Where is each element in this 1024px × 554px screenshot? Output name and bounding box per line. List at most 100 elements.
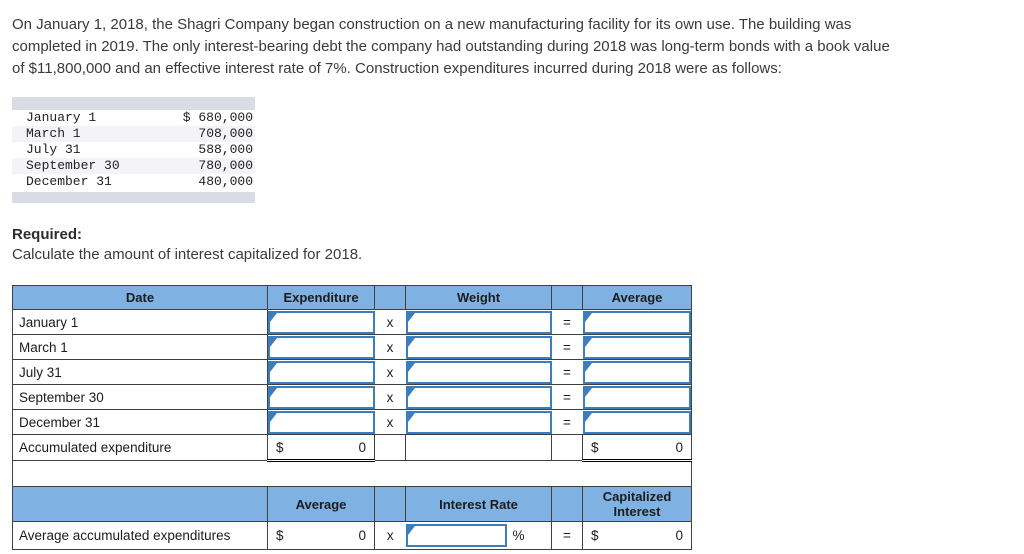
amount-value: 0 bbox=[675, 439, 683, 455]
row-label: March 1 bbox=[12, 334, 268, 360]
worksheet-second-header-row: Average Interest Rate Capitalized Intere… bbox=[12, 486, 692, 522]
blank-cell bbox=[405, 434, 552, 461]
schedule-date: December 31 bbox=[26, 174, 112, 189]
expenditure-input[interactable] bbox=[268, 335, 375, 359]
column-header-date: Date bbox=[12, 285, 268, 310]
multiply-symbol: x bbox=[374, 309, 406, 335]
worksheet-row-january-1: January 1 x = bbox=[12, 309, 692, 335]
schedule-date: September 30 bbox=[26, 158, 120, 173]
weight-input[interactable] bbox=[405, 360, 552, 384]
answer-marker-icon bbox=[584, 337, 592, 347]
row-label: July 31 bbox=[12, 359, 268, 385]
row-label: December 31 bbox=[12, 409, 268, 435]
average-input[interactable] bbox=[582, 335, 691, 359]
column-header-weight: Weight bbox=[405, 285, 552, 310]
currency-symbol: $ bbox=[276, 439, 284, 455]
answer-marker-icon bbox=[407, 387, 415, 397]
amount-value: 0 bbox=[358, 439, 366, 455]
multiply-symbol: x bbox=[374, 384, 406, 410]
equals-symbol: = bbox=[551, 521, 583, 550]
answer-marker-icon bbox=[584, 387, 592, 397]
expenditure-input[interactable] bbox=[268, 385, 375, 409]
column-header-capitalized-interest: Capitalized Interest bbox=[582, 486, 692, 522]
schedule-top-band bbox=[12, 97, 255, 110]
expenditure-input[interactable] bbox=[268, 310, 375, 334]
row-label: September 30 bbox=[12, 384, 268, 410]
required-label: Required: bbox=[12, 226, 83, 243]
worksheet-row-december-31: December 31 x = bbox=[12, 409, 692, 435]
expenditure-input[interactable] bbox=[268, 360, 375, 384]
average-input[interactable] bbox=[582, 360, 691, 384]
answer-marker-icon bbox=[407, 526, 415, 535]
worksheet-table: Date Expenditure Weight Average January … bbox=[12, 285, 692, 550]
row-label: January 1 bbox=[12, 309, 268, 335]
answer-marker-icon bbox=[270, 312, 277, 322]
answer-marker-icon bbox=[270, 337, 277, 347]
column-header-blank bbox=[374, 486, 406, 522]
column-header-interest-rate: Interest Rate bbox=[405, 486, 552, 522]
weight-input[interactable] bbox=[405, 410, 552, 434]
required-text: Calculate the amount of interest capital… bbox=[12, 246, 363, 263]
currency-symbol: $ bbox=[276, 528, 284, 543]
amount-value: 0 bbox=[358, 528, 366, 543]
multiply-symbol: x bbox=[374, 334, 406, 360]
schedule-amount: $ 680,000 bbox=[182, 110, 253, 125]
answer-marker-icon bbox=[407, 312, 415, 322]
average-input[interactable] bbox=[582, 410, 691, 434]
equals-symbol: = bbox=[551, 409, 583, 435]
accumulated-expenditure-row: Accumulated expenditure $ 0 $ 0 bbox=[12, 434, 692, 462]
interest-rate-cell: % bbox=[405, 521, 552, 550]
equals-symbol: = bbox=[551, 359, 583, 385]
column-header-average: Average bbox=[267, 486, 375, 522]
weight-input[interactable] bbox=[405, 335, 552, 359]
average-input[interactable] bbox=[582, 385, 691, 409]
answer-marker-icon bbox=[270, 387, 277, 397]
schedule-row: September 30 780,000 bbox=[12, 158, 255, 174]
amount-value: 0 bbox=[675, 528, 683, 543]
intro-paragraph: On January 1, 2018, the Shagri Company b… bbox=[12, 14, 1016, 80]
multiply-symbol: x bbox=[374, 359, 406, 385]
blank-cell bbox=[374, 434, 406, 461]
blank-cell bbox=[551, 434, 583, 461]
column-header-average: Average bbox=[582, 285, 692, 310]
expenditure-schedule: January 1 $ 680,000 March 1 708,000 July… bbox=[12, 97, 255, 203]
intro-line: On January 1, 2018, the Shagri Company b… bbox=[12, 16, 852, 33]
weight-input[interactable] bbox=[405, 385, 552, 409]
worksheet-row-september-30: September 30 x = bbox=[12, 384, 692, 410]
schedule-row: March 1 708,000 bbox=[12, 126, 255, 142]
schedule-amount: 588,000 bbox=[198, 142, 253, 157]
expenditure-input[interactable] bbox=[268, 410, 375, 434]
schedule-date: July 31 bbox=[26, 142, 81, 157]
answer-marker-icon bbox=[407, 412, 415, 422]
row-label: Average accumulated expenditures bbox=[12, 521, 268, 550]
weight-input[interactable] bbox=[405, 310, 552, 334]
worksheet-header-row: Date Expenditure Weight Average bbox=[12, 285, 692, 310]
column-header-expenditure: Expenditure bbox=[267, 285, 375, 310]
equals-symbol: = bbox=[551, 309, 583, 335]
equals-symbol: = bbox=[551, 384, 583, 410]
column-header-blank bbox=[374, 285, 406, 310]
worksheet-row-july-31: July 31 x = bbox=[12, 359, 692, 385]
answer-marker-icon bbox=[270, 362, 277, 372]
average-input[interactable] bbox=[582, 310, 691, 334]
accumulated-average-value: $ 0 bbox=[582, 434, 692, 462]
answer-marker-icon bbox=[584, 412, 592, 422]
schedule-row: July 31 588,000 bbox=[12, 142, 255, 158]
multiply-symbol: x bbox=[374, 521, 406, 550]
column-header-blank bbox=[551, 486, 583, 522]
answer-marker-icon bbox=[270, 412, 277, 422]
schedule-bottom-band bbox=[12, 192, 255, 203]
average-accumulated-expenditures-row: Average accumulated expenditures $ 0 x %… bbox=[12, 521, 692, 550]
intro-line: completed in 2019. The only interest-bea… bbox=[12, 38, 890, 55]
worksheet-row-march-1: March 1 x = bbox=[12, 334, 692, 360]
answer-marker-icon bbox=[407, 362, 415, 372]
schedule-amount: 780,000 bbox=[198, 158, 253, 173]
multiply-symbol: x bbox=[374, 409, 406, 435]
answer-marker-icon bbox=[584, 312, 592, 322]
intro-line: of $11,800,000 and an effective interest… bbox=[12, 60, 782, 77]
interest-rate-input[interactable] bbox=[405, 524, 507, 547]
schedule-amount: 708,000 bbox=[198, 126, 253, 141]
currency-symbol: $ bbox=[591, 528, 599, 543]
column-header-blank bbox=[551, 285, 583, 310]
